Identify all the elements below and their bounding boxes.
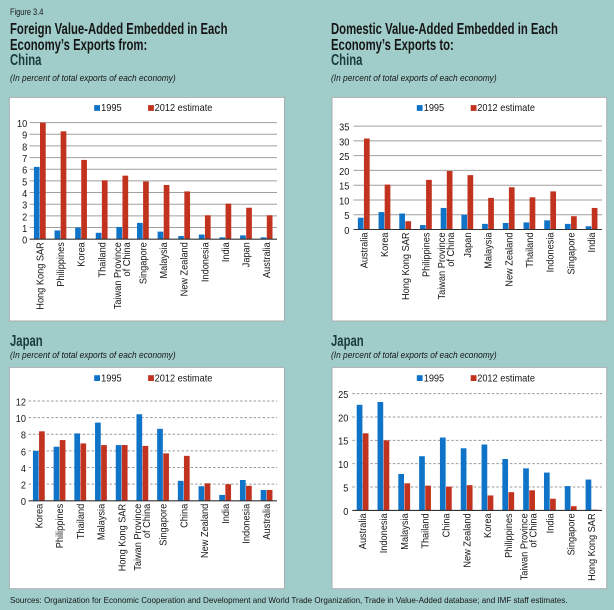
- svg-text:6: 6: [21, 447, 27, 459]
- svg-text:Singapore: Singapore: [158, 503, 170, 545]
- svg-text:of China: of China: [121, 242, 133, 277]
- svg-text:Thailand: Thailand: [525, 233, 537, 268]
- svg-text:Malaysia: Malaysia: [483, 232, 495, 269]
- svg-text:1995: 1995: [101, 103, 122, 115]
- svg-text:Malaysia: Malaysia: [399, 513, 411, 550]
- svg-text:Taiwan Province: Taiwan Province: [132, 503, 144, 570]
- svg-text:1995: 1995: [424, 103, 445, 115]
- svg-text:1: 1: [22, 223, 27, 235]
- svg-text:Australia: Australia: [262, 503, 274, 539]
- svg-text:10: 10: [16, 414, 27, 426]
- svg-text:4: 4: [21, 463, 27, 475]
- svg-text:2: 2: [22, 212, 27, 224]
- svg-text:Japan: Japan: [462, 233, 474, 258]
- svg-text:Philippines: Philippines: [56, 242, 68, 287]
- svg-text:Hong Kong SAR: Hong Kong SAR: [35, 242, 47, 309]
- svg-text:0: 0: [343, 506, 349, 518]
- svg-text:Singapore: Singapore: [566, 232, 578, 274]
- svg-text:India: India: [220, 503, 232, 523]
- svg-text:Philippines: Philippines: [55, 504, 67, 549]
- svg-text:of China: of China: [528, 513, 540, 548]
- svg-text:20: 20: [339, 166, 350, 178]
- svg-text:Philippines: Philippines: [421, 232, 433, 277]
- svg-text:25: 25: [339, 152, 350, 164]
- svg-text:2012 estimate: 2012 estimate: [477, 103, 535, 115]
- svg-text:New Zealand: New Zealand: [179, 242, 191, 296]
- svg-text:Indonesia: Indonesia: [241, 503, 253, 543]
- svg-text:12: 12: [16, 397, 26, 409]
- svg-text:30: 30: [339, 137, 350, 149]
- svg-text:Japan: Japan: [241, 242, 253, 267]
- svg-text:Taiwan Province: Taiwan Province: [519, 513, 531, 580]
- svg-text:of China: of China: [141, 503, 153, 538]
- svg-text:20: 20: [338, 413, 349, 425]
- svg-text:Indonesia: Indonesia: [379, 513, 391, 553]
- svg-text:Hong Kong SAR: Hong Kong SAR: [400, 233, 412, 300]
- svg-text:New Zealand: New Zealand: [462, 513, 474, 567]
- svg-text:Australia: Australia: [262, 242, 274, 278]
- svg-text:China: China: [179, 503, 191, 528]
- svg-text:2012 estimate: 2012 estimate: [155, 103, 213, 115]
- svg-text:India: India: [587, 232, 599, 252]
- svg-text:Thailand: Thailand: [75, 504, 87, 539]
- svg-text:8: 8: [22, 142, 28, 154]
- svg-text:1995: 1995: [424, 373, 445, 385]
- svg-text:15: 15: [338, 436, 349, 448]
- svg-text:0: 0: [344, 225, 350, 237]
- svg-text:Indonesia: Indonesia: [200, 242, 212, 282]
- svg-text:3: 3: [22, 200, 28, 212]
- svg-text:Singapore: Singapore: [566, 513, 578, 555]
- svg-text:Taiwan Province: Taiwan Province: [112, 242, 124, 309]
- svg-text:of China: of China: [446, 232, 458, 267]
- svg-text:5: 5: [22, 177, 28, 189]
- svg-text:Indonesia: Indonesia: [545, 232, 557, 272]
- svg-text:10: 10: [17, 119, 28, 131]
- svg-text:6: 6: [22, 165, 28, 177]
- svg-text:India: India: [545, 513, 557, 533]
- svg-text:25: 25: [338, 390, 349, 402]
- svg-text:5: 5: [344, 211, 350, 223]
- svg-text:0: 0: [22, 235, 28, 247]
- svg-text:Hong Kong SAR: Hong Kong SAR: [587, 513, 599, 580]
- svg-text:Korea: Korea: [380, 232, 392, 257]
- svg-text:New Zealand: New Zealand: [504, 233, 516, 287]
- svg-text:Singapore: Singapore: [138, 242, 150, 284]
- svg-text:35: 35: [339, 122, 350, 134]
- svg-text:9: 9: [22, 130, 27, 142]
- svg-text:Taiwan Province: Taiwan Province: [437, 232, 449, 299]
- svg-text:Korea: Korea: [76, 242, 88, 267]
- svg-text:2012 estimate: 2012 estimate: [155, 373, 213, 385]
- svg-text:Australia: Australia: [358, 513, 370, 549]
- svg-text:0: 0: [21, 497, 27, 509]
- svg-text:China: China: [441, 513, 453, 538]
- svg-text:Malaysia: Malaysia: [96, 503, 108, 540]
- svg-text:10: 10: [339, 196, 350, 208]
- svg-text:Thailand: Thailand: [97, 242, 109, 277]
- svg-text:Hong Kong SAR: Hong Kong SAR: [117, 504, 129, 571]
- svg-text:Korea: Korea: [34, 503, 46, 528]
- svg-text:2012 estimate: 2012 estimate: [477, 373, 535, 385]
- svg-text:7: 7: [22, 154, 27, 166]
- svg-text:1995: 1995: [101, 373, 122, 385]
- svg-text:4: 4: [22, 188, 28, 200]
- svg-text:8: 8: [21, 430, 27, 442]
- svg-text:Australia: Australia: [359, 232, 371, 268]
- svg-text:10: 10: [338, 460, 349, 472]
- svg-text:Thailand: Thailand: [420, 513, 432, 548]
- svg-text:New Zealand: New Zealand: [200, 504, 212, 558]
- svg-text:Korea: Korea: [483, 513, 495, 538]
- svg-text:Philippines: Philippines: [503, 513, 515, 558]
- svg-text:India: India: [220, 242, 232, 262]
- svg-text:Malaysia: Malaysia: [159, 242, 171, 279]
- svg-text:5: 5: [343, 483, 349, 495]
- svg-text:2: 2: [21, 480, 26, 492]
- svg-text:15: 15: [339, 181, 350, 193]
